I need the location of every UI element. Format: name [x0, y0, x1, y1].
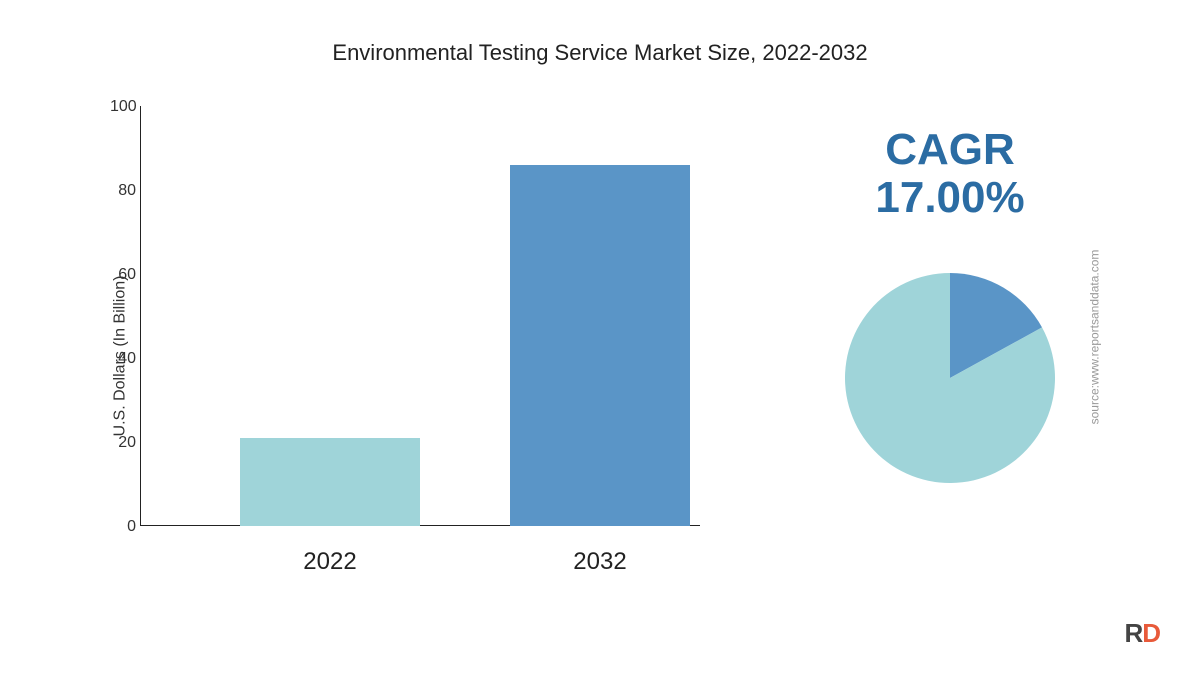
right-panel: CAGR 17.00% [760, 106, 1140, 483]
y-tick: 40 [110, 350, 136, 368]
logo-main: R [1124, 618, 1142, 648]
pie-chart [845, 273, 1055, 483]
x-tick-label: 2022 [240, 548, 420, 576]
chart-title: Environmental Testing Service Market Siz… [50, 40, 1150, 66]
bar-chart: U.S. Dollars (In Billion) 020406080100 2… [80, 106, 720, 606]
logo-accent: D [1142, 618, 1160, 648]
y-tick: 0 [110, 518, 136, 536]
bar [510, 165, 690, 526]
y-tick: 60 [110, 266, 136, 284]
content-row: U.S. Dollars (In Billion) 020406080100 2… [50, 106, 1150, 606]
y-axis-line [140, 106, 141, 526]
bar [240, 438, 420, 526]
pie-svg [845, 273, 1055, 483]
main-container: Environmental Testing Service Market Siz… [0, 0, 1200, 674]
cagr-value: 17.00% [875, 174, 1024, 222]
source-attribution: source:www.reportsanddata.com [1088, 250, 1102, 425]
y-tick: 100 [110, 98, 136, 116]
cagr-label: CAGR [885, 126, 1015, 174]
y-tick: 80 [110, 182, 136, 200]
x-tick-label: 2032 [510, 548, 690, 576]
y-tick: 20 [110, 434, 136, 452]
brand-logo: RD [1124, 618, 1160, 649]
